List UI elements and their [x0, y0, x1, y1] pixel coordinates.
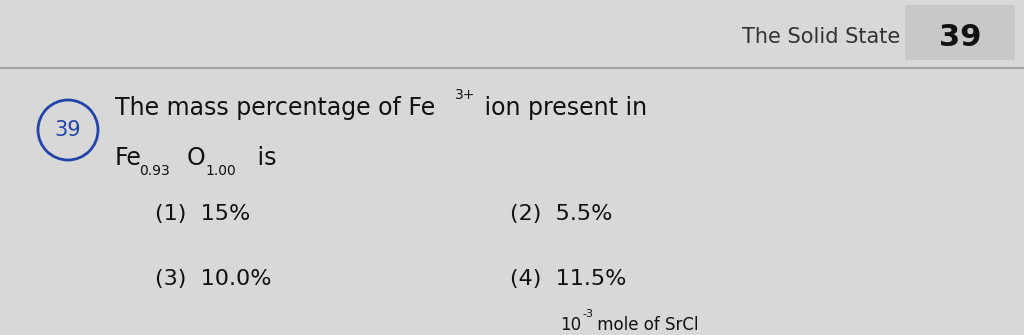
Text: (2)  5.5%: (2) 5.5%: [510, 204, 612, 224]
Text: (1)  15%: (1) 15%: [155, 204, 250, 224]
Text: -3: -3: [582, 309, 593, 319]
Text: Fe: Fe: [115, 146, 142, 170]
Text: 10: 10: [560, 316, 582, 334]
Text: O: O: [187, 146, 206, 170]
Text: is: is: [250, 146, 276, 170]
Text: The Solid State: The Solid State: [741, 27, 900, 47]
Text: 0.93: 0.93: [139, 164, 170, 178]
Text: (4)  11.5%: (4) 11.5%: [510, 269, 627, 289]
Text: 1.00: 1.00: [205, 164, 236, 178]
Text: (3)  10.0%: (3) 10.0%: [155, 269, 271, 289]
Text: 3+: 3+: [455, 88, 475, 102]
Text: 39: 39: [939, 22, 981, 52]
FancyBboxPatch shape: [905, 5, 1015, 60]
Text: mole of SrCl: mole of SrCl: [592, 316, 698, 334]
Text: The mass percentage of Fe: The mass percentage of Fe: [115, 96, 435, 120]
Text: 39: 39: [54, 120, 81, 140]
Text: ion present in: ion present in: [477, 96, 647, 120]
